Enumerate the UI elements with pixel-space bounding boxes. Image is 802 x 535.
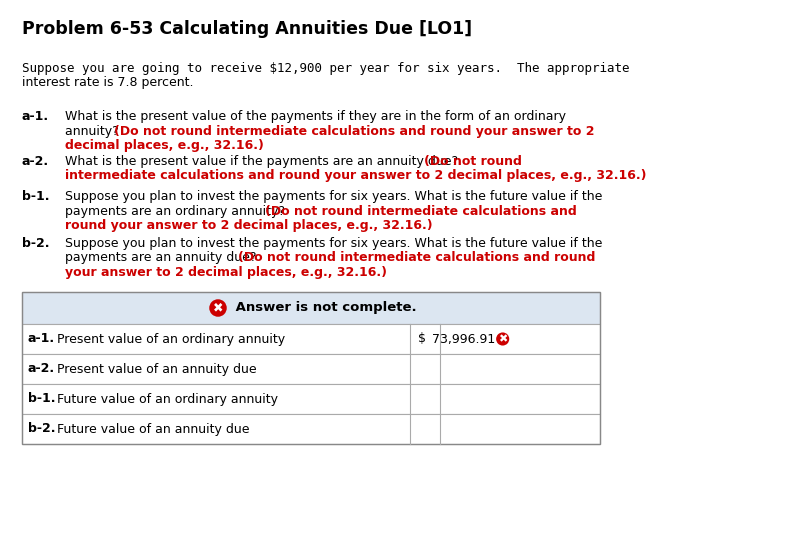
Text: (Do not round intermediate calculations and round: (Do not round intermediate calculations … bbox=[237, 251, 594, 264]
Text: Present value of an ordinary annuity: Present value of an ordinary annuity bbox=[57, 332, 285, 346]
Text: annuity?: annuity? bbox=[65, 125, 123, 137]
Text: Problem 6-53 Calculating Annuities Due [LO1]: Problem 6-53 Calculating Annuities Due [… bbox=[22, 20, 472, 38]
Text: a-2.: a-2. bbox=[22, 155, 49, 168]
Text: a-1.: a-1. bbox=[22, 110, 49, 123]
Text: b-2.: b-2. bbox=[28, 423, 55, 435]
Text: b-2.: b-2. bbox=[22, 237, 50, 250]
Bar bbox=[22, 384, 599, 414]
Text: round your answer to 2 decimal places, e.g., 32.16.): round your answer to 2 decimal places, e… bbox=[65, 219, 432, 232]
Bar bbox=[22, 292, 599, 444]
Text: $: $ bbox=[418, 332, 426, 346]
Text: 73,996.91: 73,996.91 bbox=[431, 332, 494, 346]
Text: Suppose you plan to invest the payments for six years. What is the future value : Suppose you plan to invest the payments … bbox=[65, 237, 602, 250]
Text: decimal places, e.g., 32.16.): decimal places, e.g., 32.16.) bbox=[65, 139, 264, 152]
Text: Suppose you plan to invest the payments for six years. What is the future value : Suppose you plan to invest the payments … bbox=[65, 190, 602, 203]
Text: b-1.: b-1. bbox=[22, 190, 50, 203]
Bar bbox=[22, 292, 599, 324]
Text: Future value of an annuity due: Future value of an annuity due bbox=[57, 423, 249, 435]
Text: payments are an ordinary annuity?: payments are an ordinary annuity? bbox=[65, 204, 289, 218]
Text: What is the present value of the payments if they are in the form of an ordinary: What is the present value of the payment… bbox=[65, 110, 565, 123]
Text: (Do not round: (Do not round bbox=[423, 155, 521, 168]
Bar bbox=[22, 354, 599, 384]
Text: ✖: ✖ bbox=[497, 334, 507, 344]
Text: a-2.: a-2. bbox=[28, 363, 55, 376]
Bar bbox=[22, 414, 599, 444]
Text: Present value of an annuity due: Present value of an annuity due bbox=[57, 363, 257, 376]
Text: Suppose you are going to receive $12,900 per year for six years.  The appropriat: Suppose you are going to receive $12,900… bbox=[22, 62, 629, 75]
Text: interest rate is 7.8 percent.: interest rate is 7.8 percent. bbox=[22, 76, 193, 89]
Text: Future value of an ordinary annuity: Future value of an ordinary annuity bbox=[57, 393, 277, 406]
Text: your answer to 2 decimal places, e.g., 32.16.): your answer to 2 decimal places, e.g., 3… bbox=[65, 266, 387, 279]
Text: b-1.: b-1. bbox=[28, 393, 55, 406]
Text: intermediate calculations and round your answer to 2 decimal places, e.g., 32.16: intermediate calculations and round your… bbox=[65, 170, 646, 182]
Text: payments are an annuity due?: payments are an annuity due? bbox=[65, 251, 260, 264]
Text: What is the present value if the payments are an annuity due?: What is the present value if the payment… bbox=[65, 155, 461, 168]
Bar bbox=[22, 324, 599, 354]
Text: a-1.: a-1. bbox=[28, 332, 55, 346]
Text: (Do not round intermediate calculations and round your answer to 2: (Do not round intermediate calculations … bbox=[114, 125, 593, 137]
Text: ✖: ✖ bbox=[213, 302, 223, 315]
Text: (Do not round intermediate calculations and: (Do not round intermediate calculations … bbox=[265, 204, 576, 218]
Text: Answer is not complete.: Answer is not complete. bbox=[231, 302, 416, 315]
